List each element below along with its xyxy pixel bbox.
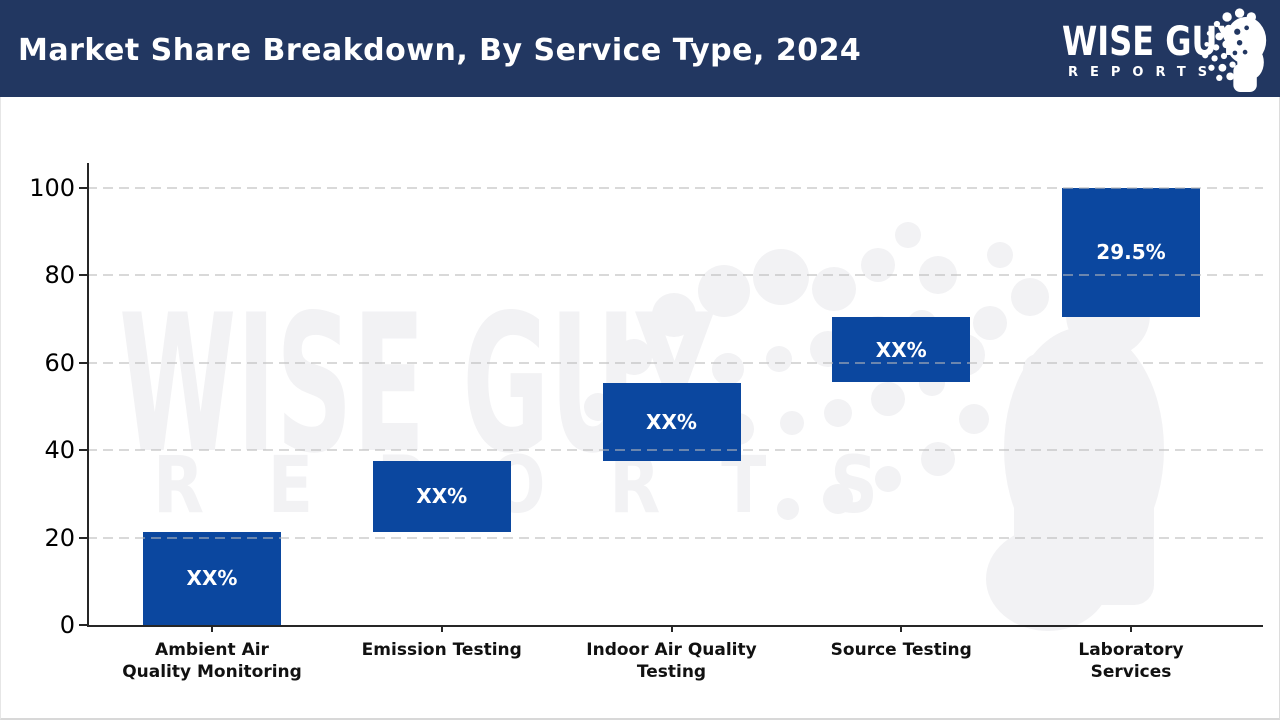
bar-value-label: 29.5% xyxy=(1096,240,1166,265)
x-tick-mark xyxy=(1130,625,1132,632)
wise-guy-reports-logo: WISE GUY REPORTS xyxy=(1024,4,1274,94)
x-category-label: Source Testing xyxy=(786,639,1016,661)
x-category-label-line: Emission Testing xyxy=(361,640,522,660)
bar-segment: 29.5% xyxy=(1062,187,1200,317)
x-category-label-line: Quality Monitoring xyxy=(122,662,302,682)
chart-title: Market Share Breakdown, By Service Type,… xyxy=(18,33,862,68)
x-tick-mark xyxy=(900,625,903,632)
x-category-label: Indoor Air Quality Testing xyxy=(557,639,787,683)
logo-subtext: REPORTS xyxy=(1068,65,1220,80)
y-axis-spine xyxy=(87,163,89,627)
y-tick-label: 100 xyxy=(29,173,75,202)
y-tick-label: 80 xyxy=(44,261,75,289)
x-category-label-line: Source Testing xyxy=(830,640,972,660)
y-tick-label: 60 xyxy=(44,348,75,377)
watermark-subtext: REPORTS xyxy=(153,441,942,531)
x-tick-mark xyxy=(670,625,673,632)
x-category-label-line: Indoor Air Quality xyxy=(586,640,757,660)
x-category-label: Emission Testing xyxy=(327,639,557,661)
bar-segment: XX% xyxy=(372,460,511,532)
logo-wordmark: WISE GUY xyxy=(1062,19,1241,65)
chart-canvas: WISE GUY REPORTS xyxy=(0,97,1280,720)
y-tick-label: 0 xyxy=(59,611,75,639)
gridline xyxy=(87,186,1263,189)
bar-value-label: XX% xyxy=(186,566,238,591)
y-tick-label: 40 xyxy=(44,436,75,464)
bar-value-label: XX% xyxy=(875,337,927,362)
gridline xyxy=(87,536,1263,539)
logo-face-icon xyxy=(1202,8,1267,92)
x-axis-spine xyxy=(87,625,1263,627)
x-category-label-line: Testing xyxy=(636,662,707,682)
y-tick-label: 20 xyxy=(44,523,75,552)
bar-segment: XX% xyxy=(143,531,281,625)
gridline xyxy=(87,274,1263,276)
bar-value-label: XX% xyxy=(646,409,697,434)
y-tick-mark xyxy=(79,536,87,539)
x-category-label-line: Services xyxy=(1090,662,1172,682)
y-tick-mark xyxy=(79,274,87,276)
y-tick-mark xyxy=(79,186,87,189)
y-tick-mark xyxy=(79,449,87,451)
bar-segment: XX% xyxy=(602,383,741,461)
y-tick-mark xyxy=(79,624,87,626)
x-category-label-line: Laboratory xyxy=(1078,640,1184,660)
gridline xyxy=(87,361,1263,364)
x-category-label: Ambient Air Quality Monitoring xyxy=(97,639,327,683)
x-tick-mark xyxy=(440,625,443,632)
bar-value-label: XX% xyxy=(416,484,468,509)
bar-segment: XX% xyxy=(832,317,971,383)
watermark: WISE GUY REPORTS xyxy=(1,97,1279,718)
x-category-label-line: Ambient Air xyxy=(155,640,269,660)
y-tick-mark xyxy=(79,361,87,364)
gridline xyxy=(87,449,1263,451)
header-band: Market Share Breakdown, By Service Type,… xyxy=(0,0,1280,97)
x-category-label: Laboratory Services xyxy=(1016,639,1246,683)
x-tick-mark xyxy=(211,625,213,632)
